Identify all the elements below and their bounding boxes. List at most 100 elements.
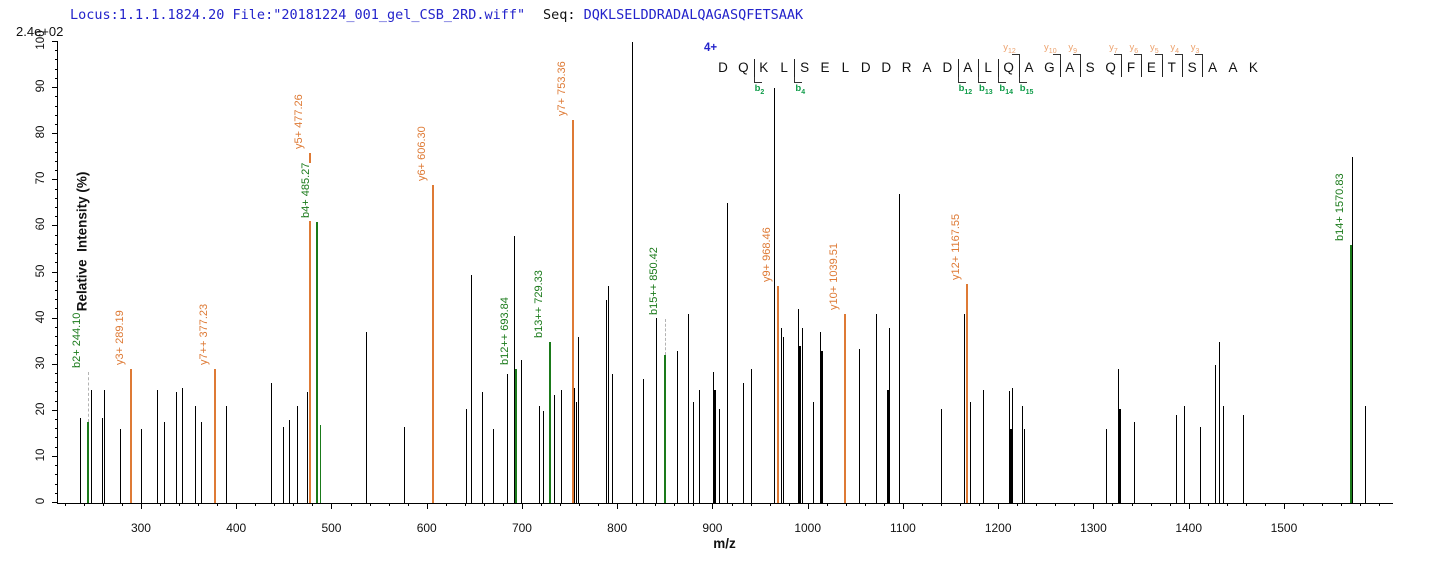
- y-axis-major-tick: [52, 502, 58, 503]
- x-axis-minor-tick: [883, 503, 885, 506]
- x-axis-minor-tick: [655, 503, 657, 506]
- y-axis-minor-tick: [55, 114, 58, 116]
- y-axis-minor-tick: [55, 234, 58, 236]
- labeled-peak-y7++: [213, 369, 216, 503]
- x-axis-tick-label: 1200: [984, 521, 1012, 536]
- x-axis-minor-tick: [160, 503, 161, 506]
- y-axis-tick-label: 50: [35, 264, 47, 277]
- header-sequence: Seq: DQKLSELDDRADALQAGASQFETSAAK: [543, 7, 803, 23]
- peak: [886, 390, 889, 503]
- b-ion-elbow: [998, 77, 1007, 83]
- peak: [482, 392, 484, 503]
- x-axis-major-tick: [998, 503, 1000, 509]
- peak-label: b14+ 1570.83: [1334, 173, 1347, 244]
- labeled-peak-y12+: [966, 284, 969, 503]
- peptide-residue: Q: [1105, 60, 1116, 75]
- labeled-peak-y5+: [308, 152, 311, 503]
- peak-label: y7+ 753.36: [556, 61, 568, 120]
- labeled-peak-b14+: [1350, 244, 1353, 503]
- y-axis-minor-tick: [55, 446, 58, 448]
- y-axis-minor-tick: [55, 391, 58, 393]
- peak-label: b13++ 729.33: [533, 269, 545, 341]
- b-ion-elbow: [957, 77, 966, 83]
- peak: [783, 337, 785, 503]
- y-axis-major-tick: [52, 225, 58, 227]
- b-ion-elbow: [753, 77, 762, 83]
- peak: [507, 373, 509, 503]
- x-axis-minor-tick: [1207, 503, 1209, 506]
- y-ion-elbow: [1195, 54, 1204, 60]
- peak: [404, 426, 406, 503]
- x-axis-major-tick: [902, 503, 904, 509]
- x-axis-minor-tick: [1245, 503, 1247, 506]
- peptide-residue: A: [1208, 60, 1218, 75]
- x-axis-minor-tick: [1379, 503, 1381, 506]
- fragment-cut-line: [1059, 59, 1061, 77]
- peak: [289, 420, 291, 503]
- b-ion-marker: b2: [754, 83, 765, 96]
- x-axis-minor-tick: [121, 503, 123, 506]
- y-axis-tick-label: 70: [35, 171, 47, 185]
- peptide-residue: S: [800, 60, 810, 75]
- peak: [102, 417, 104, 503]
- peak: [655, 300, 657, 503]
- peak-label: y7++ 377.23: [198, 304, 210, 369]
- x-axis-minor-tick: [483, 503, 485, 506]
- precursor-charge-label: 4+: [704, 42, 718, 54]
- peak: [1223, 406, 1225, 503]
- y-ion-elbow: [1134, 54, 1143, 60]
- y-axis-minor-tick: [55, 59, 58, 61]
- fragment-cut-line: [1182, 59, 1183, 77]
- x-axis-minor-tick: [407, 503, 409, 506]
- x-axis-minor-tick: [445, 503, 447, 506]
- y-axis-tick-label: 0: [35, 497, 47, 505]
- x-axis-tick-label: 1000: [794, 521, 822, 536]
- peak: [164, 422, 166, 503]
- x-axis-tick-label: 700: [511, 521, 532, 536]
- peak: [307, 392, 309, 503]
- peak: [799, 346, 802, 503]
- y-axis-minor-tick: [55, 382, 58, 384]
- fragment-cut-line: [1202, 59, 1204, 77]
- peak: [858, 348, 860, 503]
- peak: [201, 422, 203, 503]
- y-ion-marker: y3: [1190, 42, 1200, 55]
- peptide-residue: A: [1024, 60, 1034, 75]
- x-axis-minor-tick: [864, 503, 866, 506]
- x-axis-minor-tick: [750, 503, 752, 506]
- peptide-residue: L: [984, 60, 992, 75]
- y-axis-tick-label: 30: [35, 356, 47, 370]
- y-axis-minor-tick: [55, 354, 58, 356]
- peak: [692, 401, 694, 503]
- peptide-residue: E: [1146, 60, 1156, 75]
- y-axis-minor-tick: [55, 216, 58, 218]
- peak-label-leader: [665, 318, 667, 356]
- b-ion-elbow: [794, 77, 803, 83]
- x-axis-major-tick: [807, 503, 809, 509]
- peak: [104, 390, 106, 503]
- peak: [714, 390, 717, 503]
- b-ion-marker: b15: [1019, 83, 1034, 96]
- y-ion-marker: y9: [1068, 42, 1077, 55]
- peptide-residue: D: [881, 60, 892, 75]
- y-axis-minor-tick: [55, 326, 58, 328]
- y-axis-minor-tick: [55, 280, 58, 282]
- y-axis-minor-tick: [55, 299, 58, 301]
- y-ion-elbow: [1113, 54, 1122, 60]
- y-ion-marker: y12: [1003, 42, 1016, 55]
- x-axis-major-tick: [331, 503, 333, 509]
- y-axis-minor-tick: [55, 142, 58, 144]
- x-axis-minor-tick: [1131, 503, 1133, 506]
- y-ion-elbow: [1073, 54, 1081, 60]
- y-axis-major-tick: [52, 179, 58, 181]
- x-axis-minor-tick: [198, 503, 200, 506]
- peak-label: y10+ 1039.51: [828, 243, 841, 313]
- x-axis-minor-tick: [1036, 503, 1038, 506]
- peak: [1133, 422, 1135, 503]
- labeled-peak-y3+: [129, 369, 132, 503]
- y-axis-major-tick: [52, 455, 58, 457]
- b-ion-marker: b13: [979, 83, 993, 96]
- peptide-residue: L: [780, 60, 788, 75]
- y-axis-minor-tick: [55, 77, 58, 79]
